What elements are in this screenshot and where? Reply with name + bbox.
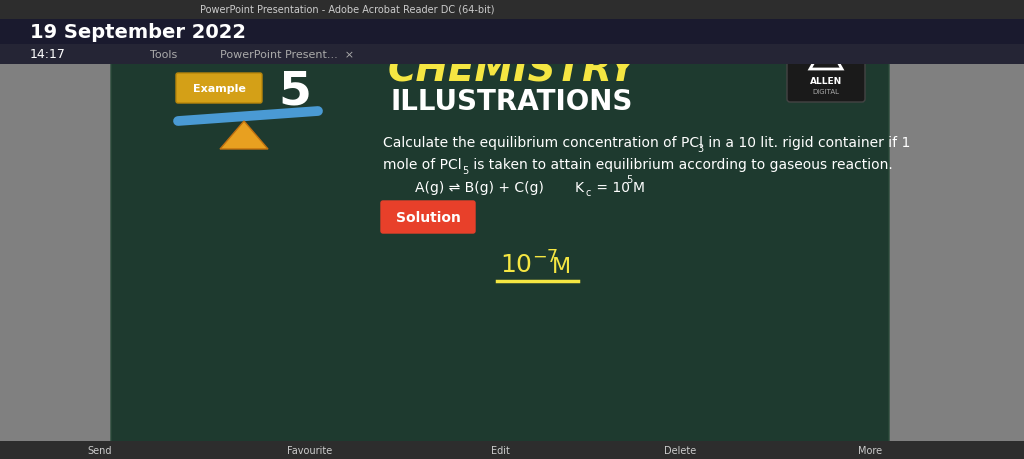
- Text: 14:17: 14:17: [30, 48, 66, 62]
- Text: 3: 3: [697, 144, 703, 154]
- Text: 5: 5: [462, 166, 468, 176]
- Text: 19 September 2022: 19 September 2022: [30, 23, 246, 42]
- Text: Calculate the equilibrium concentration of PCl: Calculate the equilibrium concentration …: [383, 136, 703, 150]
- Text: $10^{-7}$: $10^{-7}$: [500, 251, 558, 278]
- Text: Tools: Tools: [150, 50, 177, 60]
- Text: Send: Send: [88, 445, 113, 455]
- FancyBboxPatch shape: [381, 202, 475, 234]
- FancyBboxPatch shape: [0, 45, 1024, 65]
- Text: is taken to attain equilibrium according to gaseous reaction.: is taken to attain equilibrium according…: [469, 157, 893, 172]
- FancyBboxPatch shape: [111, 23, 889, 445]
- Text: = 10: = 10: [592, 180, 630, 195]
- Text: ALLEN: ALLEN: [810, 77, 842, 86]
- Text: Favourite: Favourite: [288, 445, 333, 455]
- Text: ILLUSTRATIONS: ILLUSTRATIONS: [391, 88, 633, 116]
- Text: c: c: [585, 188, 591, 197]
- Polygon shape: [220, 122, 268, 150]
- Text: CHEMISTRY: CHEMISTRY: [387, 51, 637, 89]
- FancyBboxPatch shape: [787, 29, 865, 103]
- Text: DIGITAL: DIGITAL: [812, 89, 840, 95]
- Text: Solution: Solution: [395, 211, 461, 224]
- FancyBboxPatch shape: [0, 0, 1024, 20]
- Text: Edit: Edit: [490, 445, 509, 455]
- FancyBboxPatch shape: [0, 20, 1024, 45]
- FancyBboxPatch shape: [0, 441, 1024, 459]
- Text: Delete: Delete: [664, 445, 696, 455]
- Text: K: K: [575, 180, 584, 195]
- Text: PowerPoint Present...  ×: PowerPoint Present... ×: [220, 50, 354, 60]
- Text: 5: 5: [279, 69, 311, 114]
- Text: More: More: [858, 445, 882, 455]
- Text: A(g) ⇌ B(g) + C(g): A(g) ⇌ B(g) + C(g): [415, 180, 544, 195]
- Text: PowerPoint Presentation - Adobe Acrobat Reader DC (64-bit): PowerPoint Presentation - Adobe Acrobat …: [200, 5, 495, 15]
- Text: M: M: [633, 180, 645, 195]
- Text: 5: 5: [626, 174, 632, 185]
- Text: in a 10 lit. rigid container if 1: in a 10 lit. rigid container if 1: [705, 136, 910, 150]
- FancyBboxPatch shape: [176, 74, 262, 104]
- Text: mole of PCl: mole of PCl: [383, 157, 462, 172]
- Text: M: M: [552, 257, 571, 276]
- Text: Example: Example: [193, 84, 246, 94]
